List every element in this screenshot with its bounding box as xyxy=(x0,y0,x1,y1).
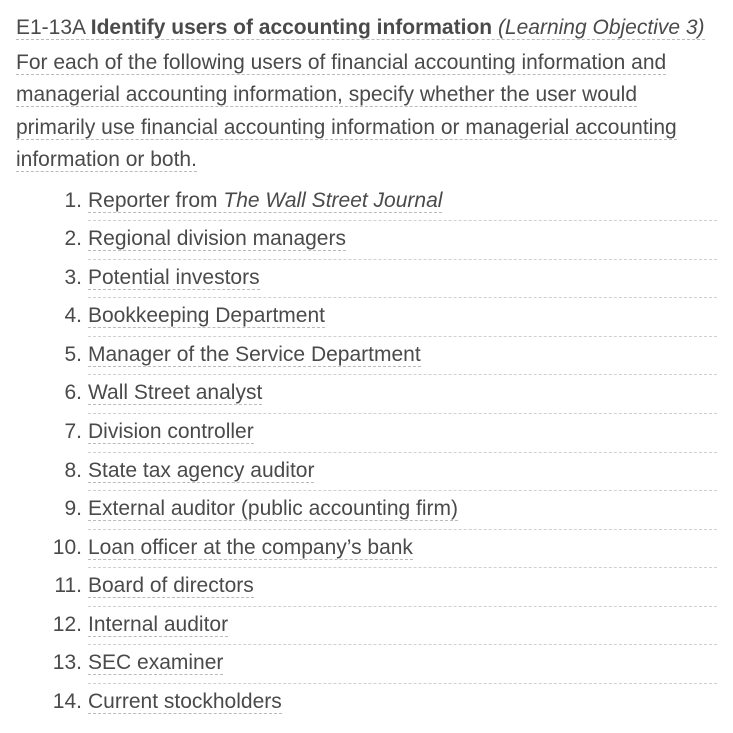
list-item-italic: The Wall Street Journal xyxy=(223,189,442,212)
list-item: State tax agency auditor xyxy=(88,453,717,492)
list-item: Internal auditor xyxy=(88,607,717,646)
list-item-text: Potential investors xyxy=(88,266,260,290)
exercise-heading: E1-13A Identify users of accounting info… xyxy=(16,12,717,45)
list-item: Reporter from The Wall Street Journal xyxy=(88,183,717,222)
list-item-text: Loan officer at the company’s bank xyxy=(88,536,413,560)
list-item-prefix: Division controller xyxy=(88,420,254,443)
list-item-text: SEC examiner xyxy=(88,651,223,675)
list-item-prefix: Bookkeeping Department xyxy=(88,304,325,327)
list-item-text: Reporter from The Wall Street Journal xyxy=(88,189,442,213)
list-item-prefix: Potential investors xyxy=(88,266,260,289)
list-item: Bookkeeping Department xyxy=(88,298,717,337)
list-item-prefix: Manager of the Service Department xyxy=(88,343,421,366)
list-item-text: Wall Street analyst xyxy=(88,381,262,405)
list-item-prefix: External auditor (public accounting firm… xyxy=(88,497,458,520)
list-item-text: Regional division managers xyxy=(88,227,346,251)
list-item-prefix: Wall Street analyst xyxy=(88,381,262,404)
list-item-text: Manager of the Service Department xyxy=(88,343,421,367)
list-item: Regional division managers xyxy=(88,221,717,260)
list-item: Board of directors xyxy=(88,568,717,607)
list-item: Loan officer at the company’s bank xyxy=(88,530,717,569)
list-item-prefix: Loan officer at the company’s bank xyxy=(88,536,413,559)
list-item-text: Board of directors xyxy=(88,574,254,598)
list-item: Wall Street analyst xyxy=(88,375,717,414)
list-item: SEC examiner xyxy=(88,645,717,684)
list-item-prefix: SEC examiner xyxy=(88,651,223,674)
list-item-text: External auditor (public accounting firm… xyxy=(88,497,458,521)
list-item: Manager of the Service Department xyxy=(88,337,717,376)
exercise-instructions: For each of the following users of finan… xyxy=(16,47,717,177)
list-item-prefix: Board of directors xyxy=(88,574,254,597)
list-item: Division controller xyxy=(88,414,717,453)
list-item: Potential investors xyxy=(88,260,717,299)
list-item-text: Current stockholders xyxy=(88,690,282,714)
list-item: External auditor (public accounting firm… xyxy=(88,491,717,530)
list-item-text: Bookkeeping Department xyxy=(88,304,325,328)
list-item: Current stockholders xyxy=(88,684,717,722)
list-item-prefix: State tax agency auditor xyxy=(88,459,314,482)
user-list: Reporter from The Wall Street Journal Reg… xyxy=(16,183,717,722)
list-item-prefix: Internal auditor xyxy=(88,613,228,636)
list-item-text: Division controller xyxy=(88,420,254,444)
list-item-prefix: Reporter from xyxy=(88,189,223,212)
exercise-subtitle: (Learning Objective 3) xyxy=(498,16,705,39)
list-item-text: Internal auditor xyxy=(88,613,228,637)
exercise-code: E1-13A xyxy=(16,16,85,39)
list-item-prefix: Current stockholders xyxy=(88,690,282,713)
exercise-title: Identify users of accounting information xyxy=(91,16,492,39)
list-item-prefix: Regional division managers xyxy=(88,227,346,250)
instructions-text: For each of the following users of finan… xyxy=(16,51,677,173)
list-item-text: State tax agency auditor xyxy=(88,459,314,483)
